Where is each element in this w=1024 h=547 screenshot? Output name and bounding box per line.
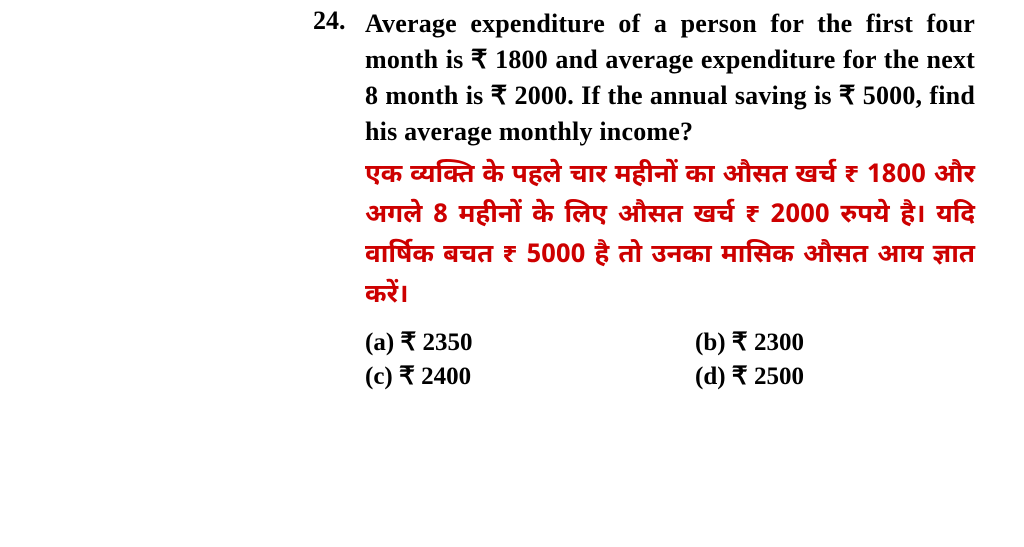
option-c: (c) ₹ 2400 [365, 361, 645, 391]
option-b: (b) ₹ 2300 [695, 327, 975, 357]
question-block: 24. Average expenditure of a person for … [365, 6, 975, 391]
options-grid: (a) ₹ 2350 (b) ₹ 2300 (c) ₹ 2400 (d) ₹ 2… [365, 327, 975, 391]
page: 24. Average expenditure of a person for … [0, 0, 1024, 547]
option-d: (d) ₹ 2500 [695, 361, 975, 391]
question-number: 24. [313, 6, 346, 36]
question-text-hindi: एक व्यक्ति के पहले चार महीनों का औसत खर्… [365, 156, 975, 317]
question-text-english: Average expenditure of a person for the … [365, 6, 975, 150]
option-a: (a) ₹ 2350 [365, 327, 645, 357]
